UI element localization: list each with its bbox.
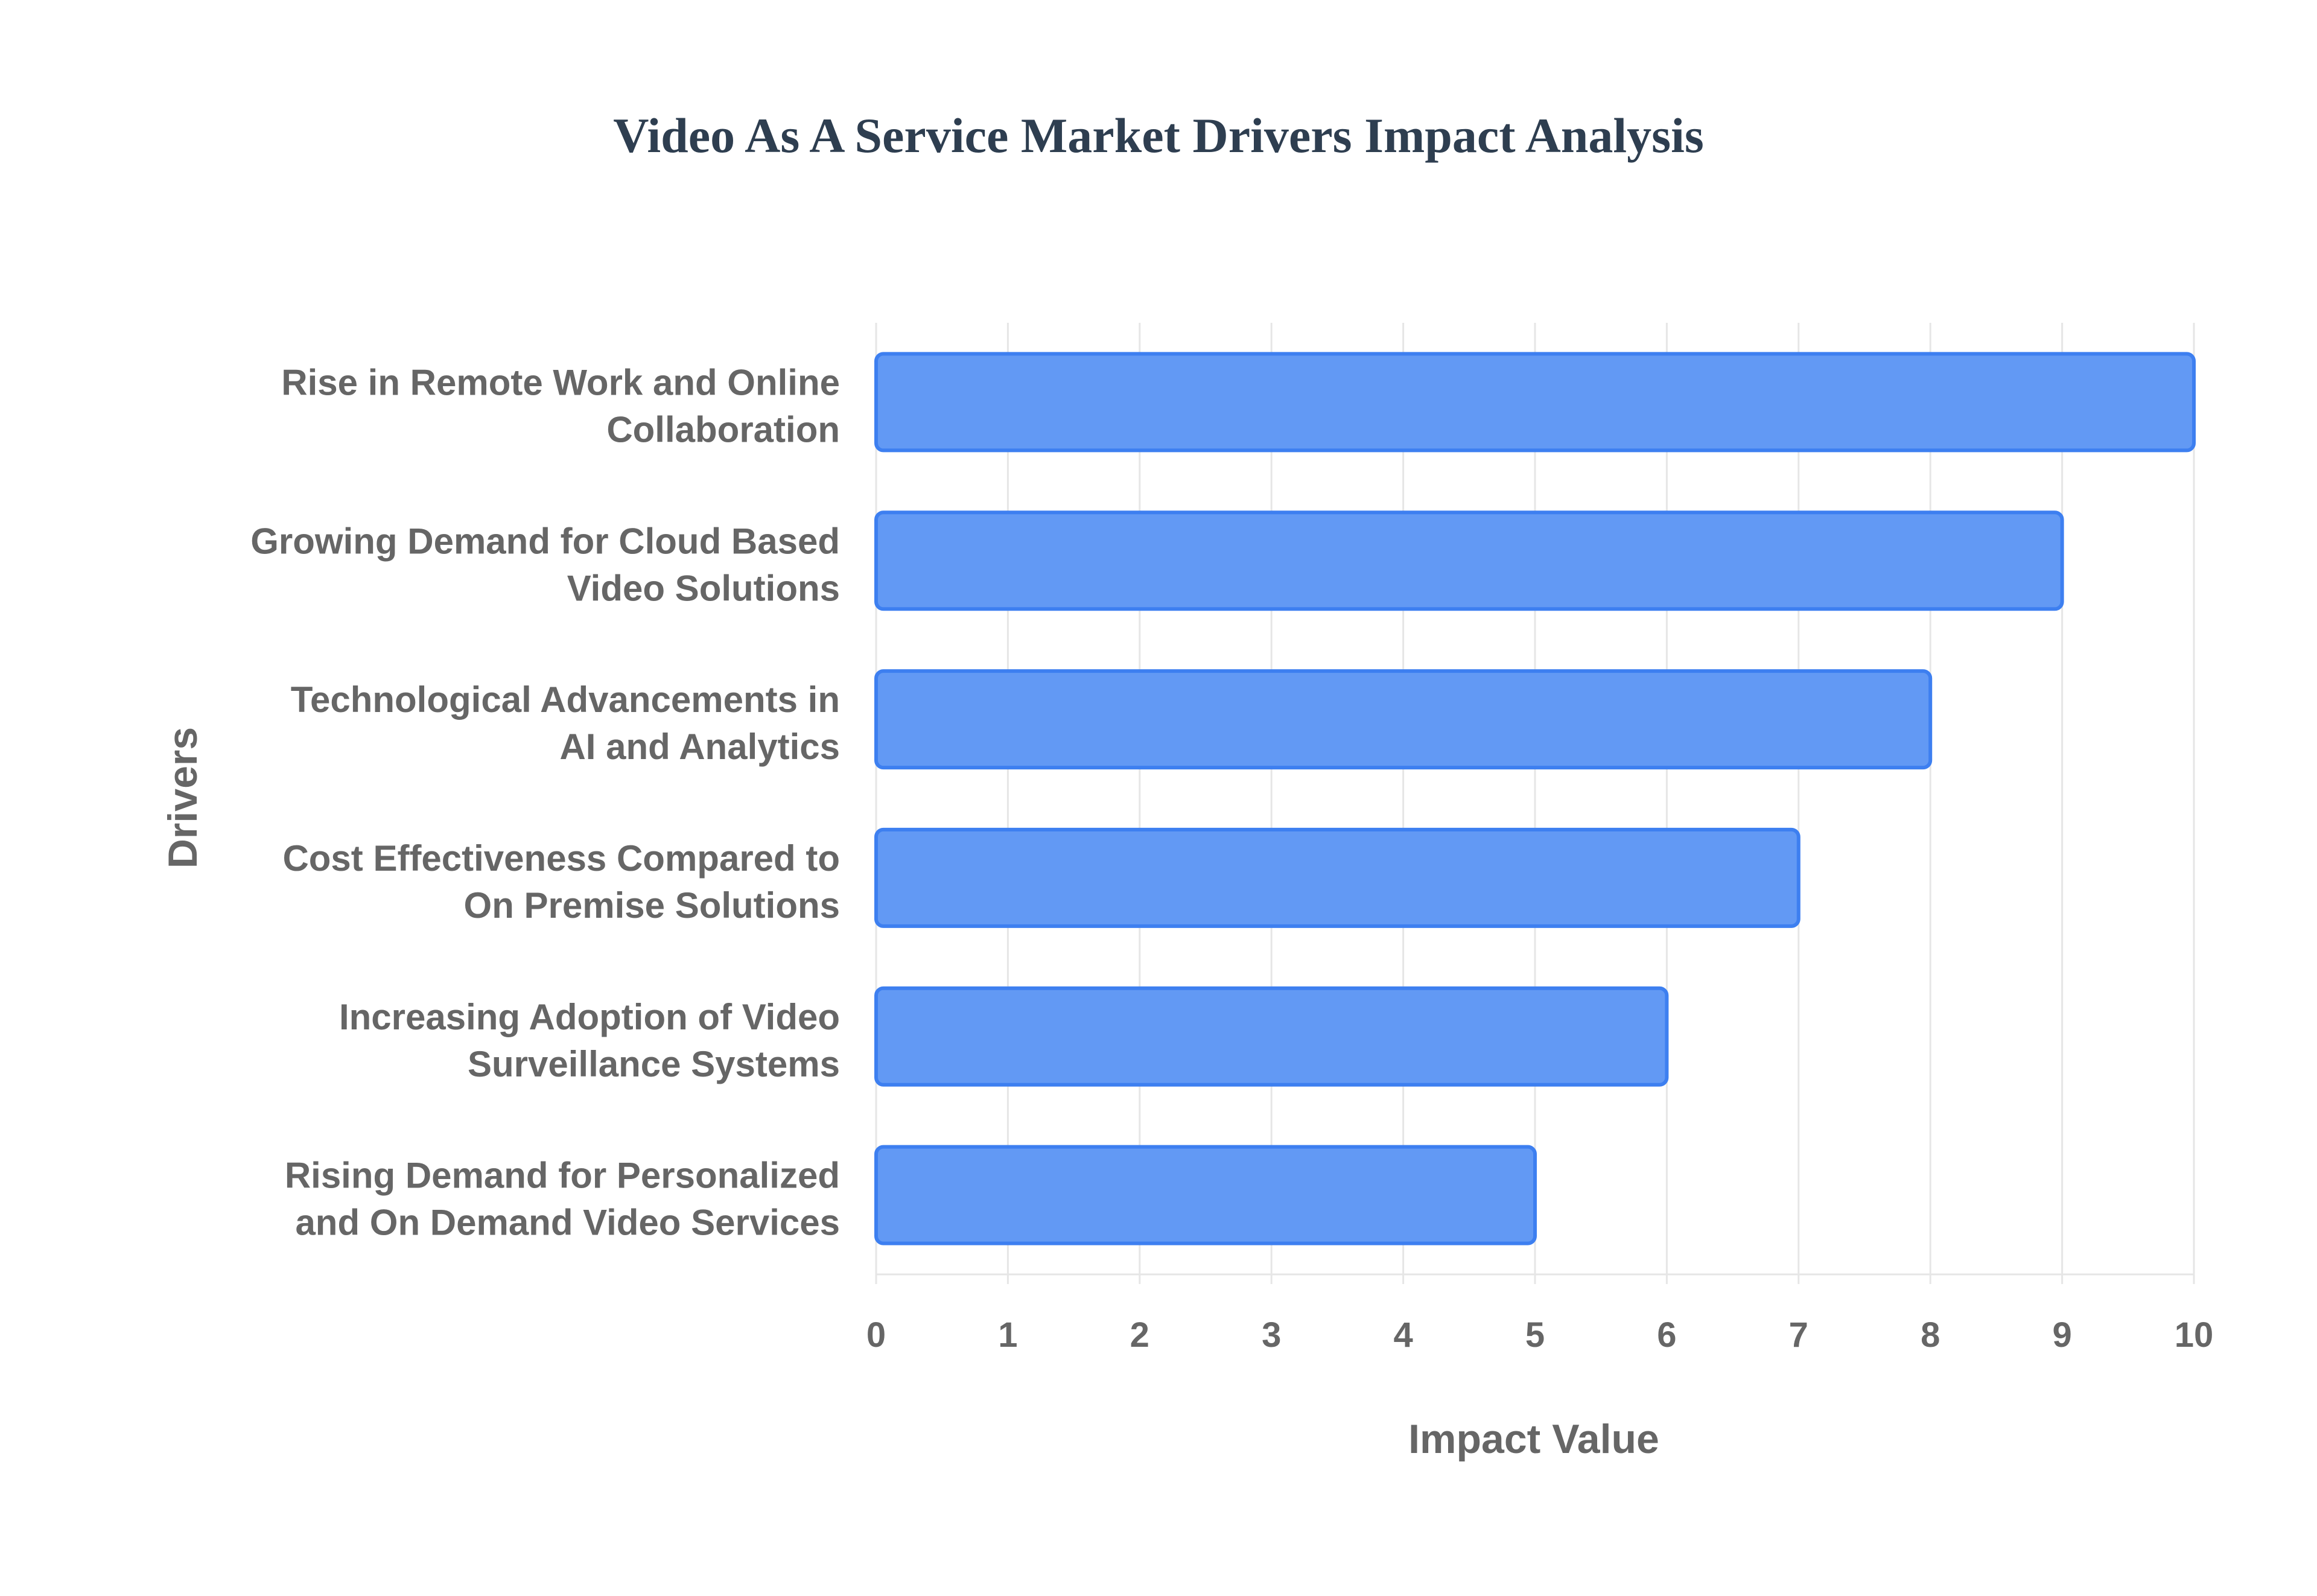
bar	[874, 669, 1933, 770]
x-tick-label: 10	[2175, 1315, 2214, 1355]
category-label-line: On Premise Solutions	[464, 885, 840, 926]
chart-title: Video As A Service Market Drivers Impact…	[613, 108, 1704, 163]
category-label-line: Rise in Remote Work and Online	[281, 362, 840, 402]
bars	[874, 352, 2196, 1245]
bar	[874, 986, 1669, 1087]
bar	[874, 510, 2064, 611]
x-axis-title: Impact Value	[1408, 1416, 1659, 1462]
x-tick-label: 1	[998, 1315, 1017, 1355]
category-label: Cost Effectiveness Compared to On Premise…	[282, 838, 840, 926]
category-label-line: Surveillance Systems	[468, 1044, 840, 1084]
category-label-line: AI and Analytics	[559, 726, 840, 767]
x-tick-label: 6	[1657, 1315, 1676, 1355]
x-tick-label: 9	[2052, 1315, 2071, 1355]
x-tick-label: 3	[1262, 1315, 1281, 1355]
category-labels: Rise in Remote Work and Online Collaborat…	[250, 362, 840, 1242]
category-label-line: Rising Demand for Personalized	[285, 1156, 840, 1196]
category-label-line: Growing Demand for Cloud Based	[250, 521, 840, 561]
category-label-line: and On Demand Video Services	[295, 1203, 840, 1243]
x-tick-label: 4	[1393, 1315, 1413, 1355]
bar	[874, 1145, 1537, 1245]
category-label: Technological Advancements in AI and Anal…	[291, 679, 840, 767]
x-tick-label: 7	[1789, 1315, 1808, 1355]
category-label-line: Increasing Adoption of Video	[339, 997, 840, 1037]
x-tick-labels: 0 1 2 3 4 5 6 7 8 9 10	[866, 1315, 2213, 1355]
y-axis-title: Drivers	[160, 727, 206, 868]
x-tick-label: 2	[1130, 1315, 1149, 1355]
grid-lines	[875, 323, 2195, 1284]
category-label: Rise in Remote Work and Online Collaborat…	[281, 362, 840, 450]
category-label-line: Video Solutions	[567, 568, 840, 608]
category-label-line: Technological Advancements in	[291, 679, 840, 720]
x-tick-label: 5	[1525, 1315, 1545, 1355]
x-tick-label: 8	[1921, 1315, 1940, 1355]
x-tick-label: 0	[866, 1315, 886, 1355]
category-label: Increasing Adoption of Video Surveillance…	[339, 997, 840, 1084]
bar	[874, 352, 2196, 453]
category-label: Rising Demand for Personalized and On Dem…	[285, 1156, 840, 1243]
category-label-line: Cost Effectiveness Compared to	[282, 838, 840, 879]
category-label-line: Collaboration	[606, 409, 840, 450]
bar	[874, 827, 1801, 928]
category-label: Growing Demand for Cloud Based Video Solu…	[250, 521, 840, 608]
